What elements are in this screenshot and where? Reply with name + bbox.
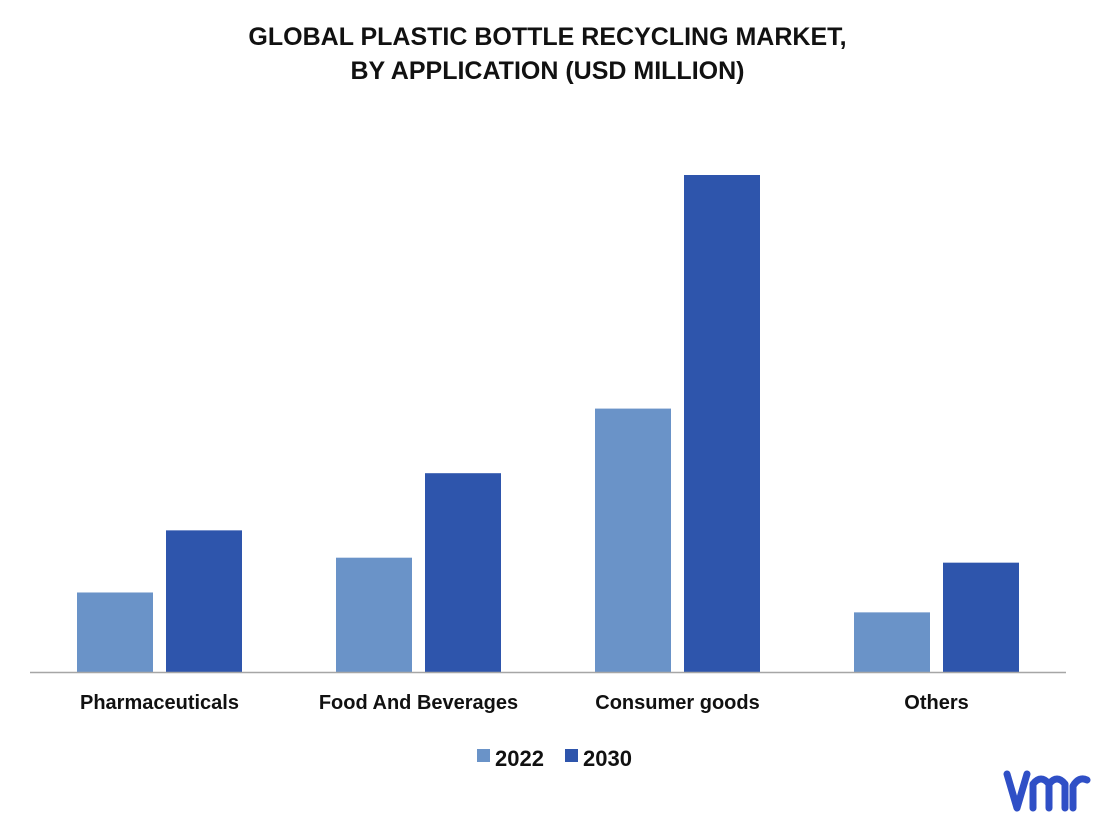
category-label: Consumer goods — [595, 692, 759, 714]
bar-2030-food-and-beverages — [425, 473, 501, 672]
bar-2022-food-and-beverages — [336, 557, 412, 672]
category-label: Food And Beverages — [319, 692, 518, 714]
chart-title-line-1: GLOBAL PLASTIC BOTTLE RECYCLING MARKET, — [248, 23, 847, 51]
category-label: Pharmaceuticals — [80, 692, 239, 714]
legend-swatch-2030 — [565, 749, 578, 762]
legend-label-2022: 2022 — [495, 746, 544, 771]
chart-title-line-2: BY APPLICATION (USD MILLION) — [350, 57, 745, 85]
bar-2022-pharmaceuticals — [77, 592, 153, 672]
legend-swatch-2022 — [477, 749, 490, 762]
bar-2030-pharmaceuticals — [166, 530, 242, 672]
bar-2030-others — [943, 562, 1019, 672]
chart-title: GLOBAL PLASTIC BOTTLE RECYCLING MARKET, … — [0, 20, 1095, 88]
bar-2030-consumer-goods — [684, 175, 760, 672]
bar-2022-others — [854, 612, 930, 672]
category-label: Others — [904, 692, 968, 714]
legend-label-2030: 2030 — [583, 746, 632, 771]
vmr-logo-icon — [1003, 770, 1091, 812]
bar-2022-consumer-goods — [595, 408, 671, 672]
